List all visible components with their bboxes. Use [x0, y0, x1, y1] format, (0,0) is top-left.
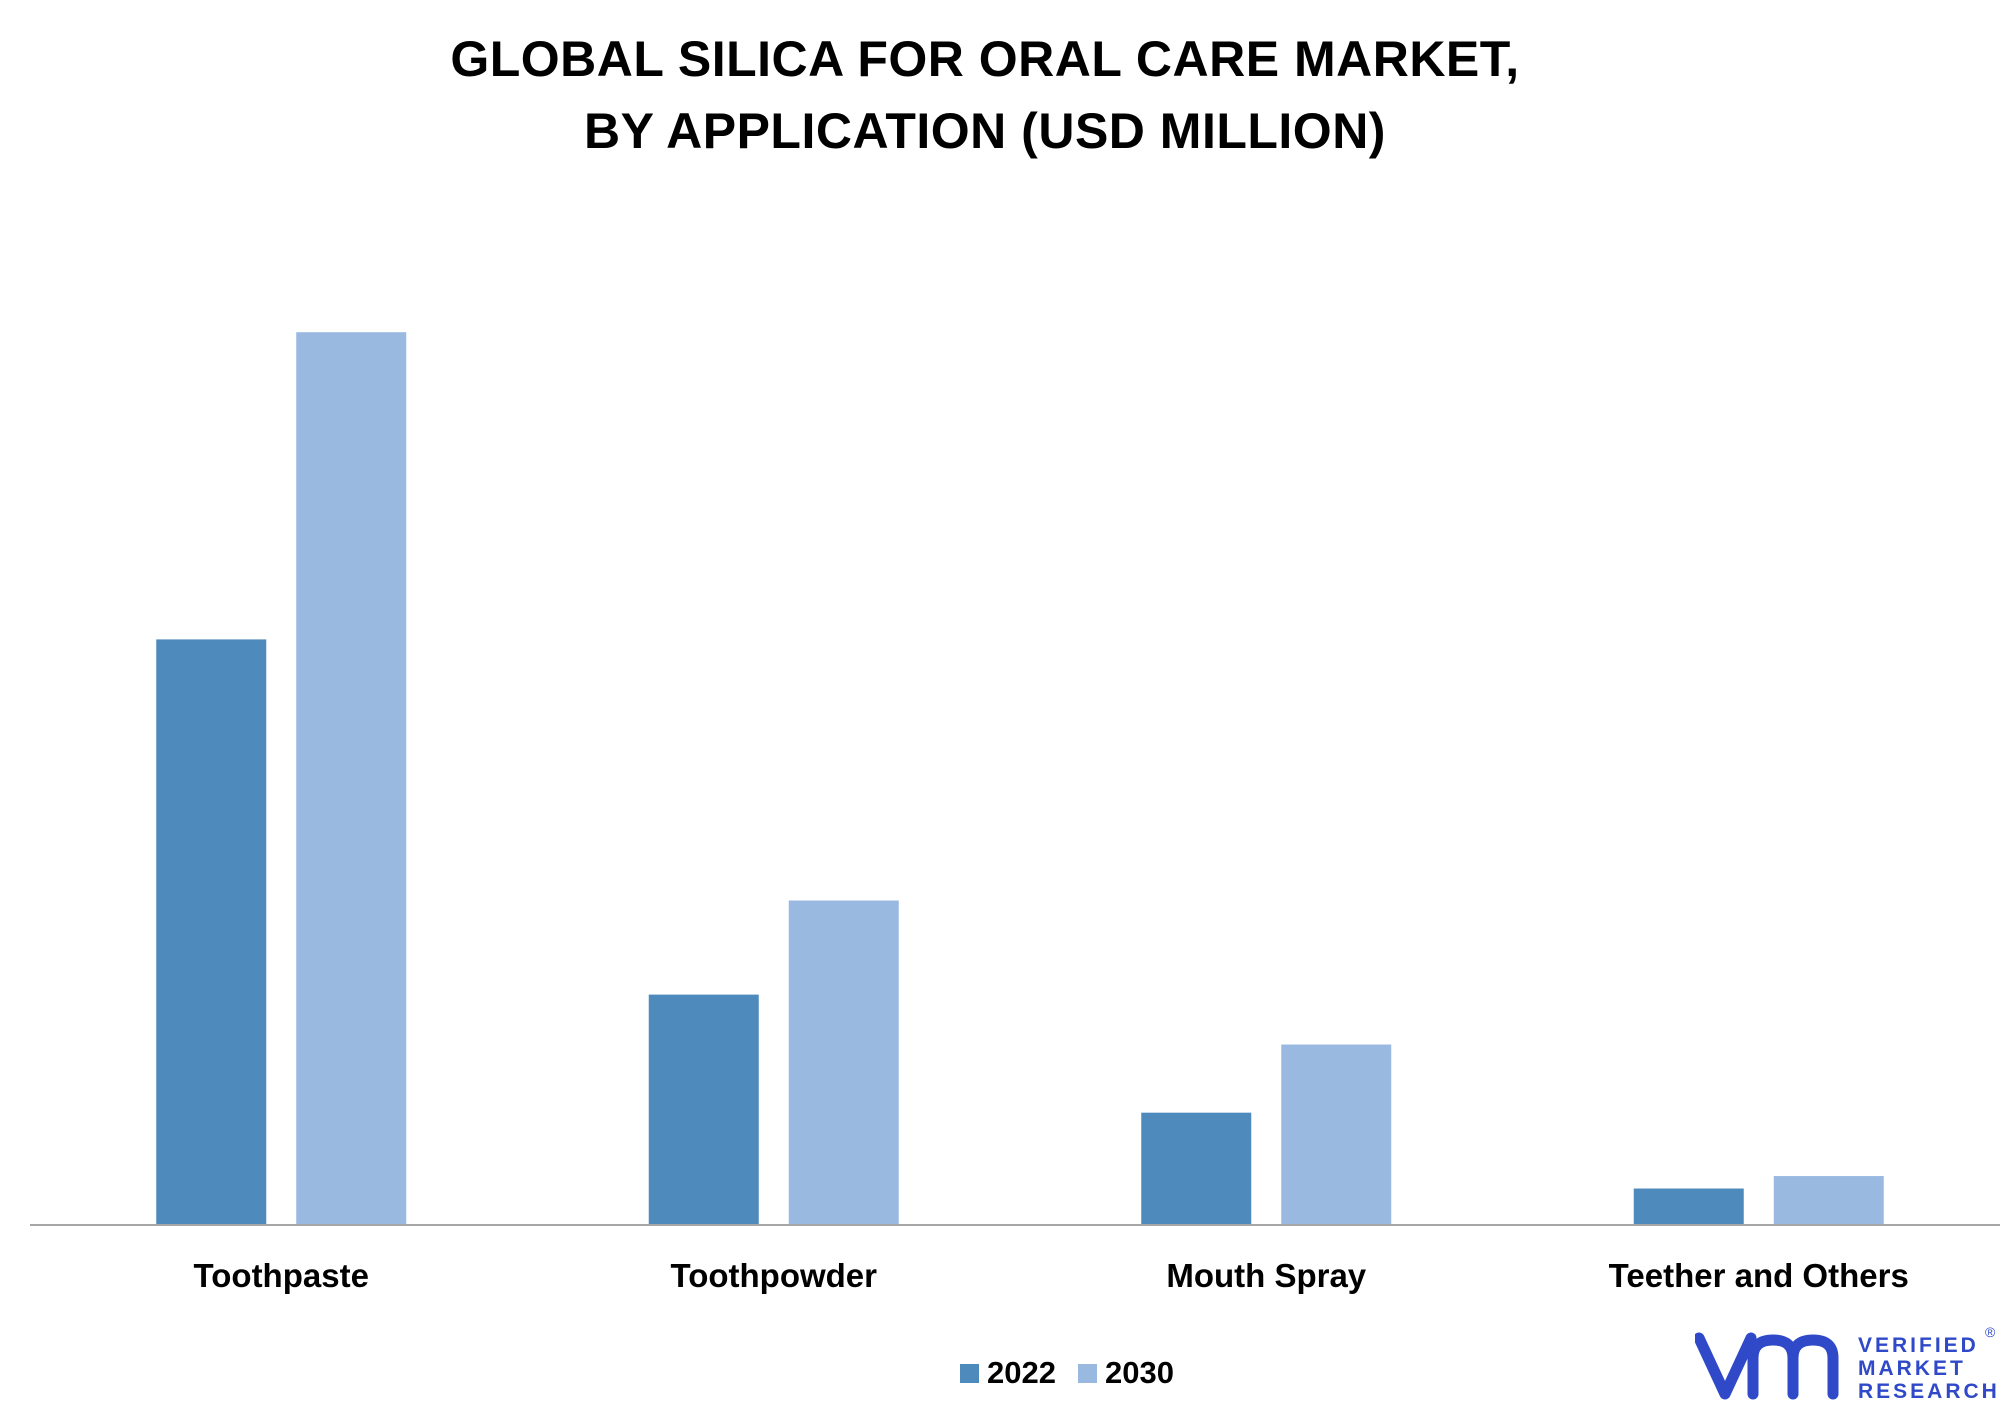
bar-mouth-spray-2030 [1281, 1044, 1392, 1225]
legend-swatch-2030 [1077, 1363, 1097, 1383]
legend: 2022 2030 [960, 1355, 1196, 1391]
bar-teether-and-others-2030 [1773, 1176, 1884, 1225]
chart-subtitle: BY APPLICATION (USD MILLION) [584, 103, 1386, 159]
legend-swatch-2022 [960, 1363, 979, 1383]
logo-line-verified: VERIFIED [1858, 1334, 1979, 1357]
registered-mark: ® [1985, 1324, 1996, 1340]
logo-line-market: MARKET [1858, 1357, 1966, 1380]
logo-line-research: RESEARCH [1858, 1380, 2000, 1403]
legend-label-2022: 2022 [987, 1355, 1056, 1390]
legend-label-2030: 2030 [1104, 1355, 1174, 1390]
bar-teether-and-others-2022 [1633, 1188, 1744, 1225]
bar-mouth-spray-2022 [1141, 1112, 1252, 1225]
bar-toothpaste-2030 [296, 332, 407, 1225]
logo-wordmark: VERIFIED MARKET RESEARCH [1858, 1334, 2000, 1403]
legend-item-2030: 2030 [1077, 1355, 1174, 1391]
verified-market-research-logo: VERIFIED MARKET RESEARCH ® [1693, 1324, 1997, 1405]
bars-group [156, 332, 1884, 1225]
legend-item-2022: 2022 [960, 1355, 1056, 1391]
category-label-mouth-spray: Mouth Spray [1166, 1257, 1366, 1294]
category-label-toothpowder: Toothpowder [670, 1257, 877, 1294]
bar-toothpaste-2022 [156, 639, 267, 1225]
bar-toothpowder-2030 [788, 900, 899, 1225]
vmr-logo-icon [1693, 1332, 1839, 1400]
category-label-teether-and-others: Teether and Others [1609, 1257, 1909, 1294]
chart-title: GLOBAL SILICA FOR ORAL CARE MARKET, [450, 31, 1520, 87]
category-labels: Toothpaste Toothpowder Mouth Spray Teether … [194, 1257, 1909, 1294]
category-label-toothpaste: Toothpaste [194, 1257, 369, 1294]
bar-toothpowder-2022 [648, 994, 759, 1225]
